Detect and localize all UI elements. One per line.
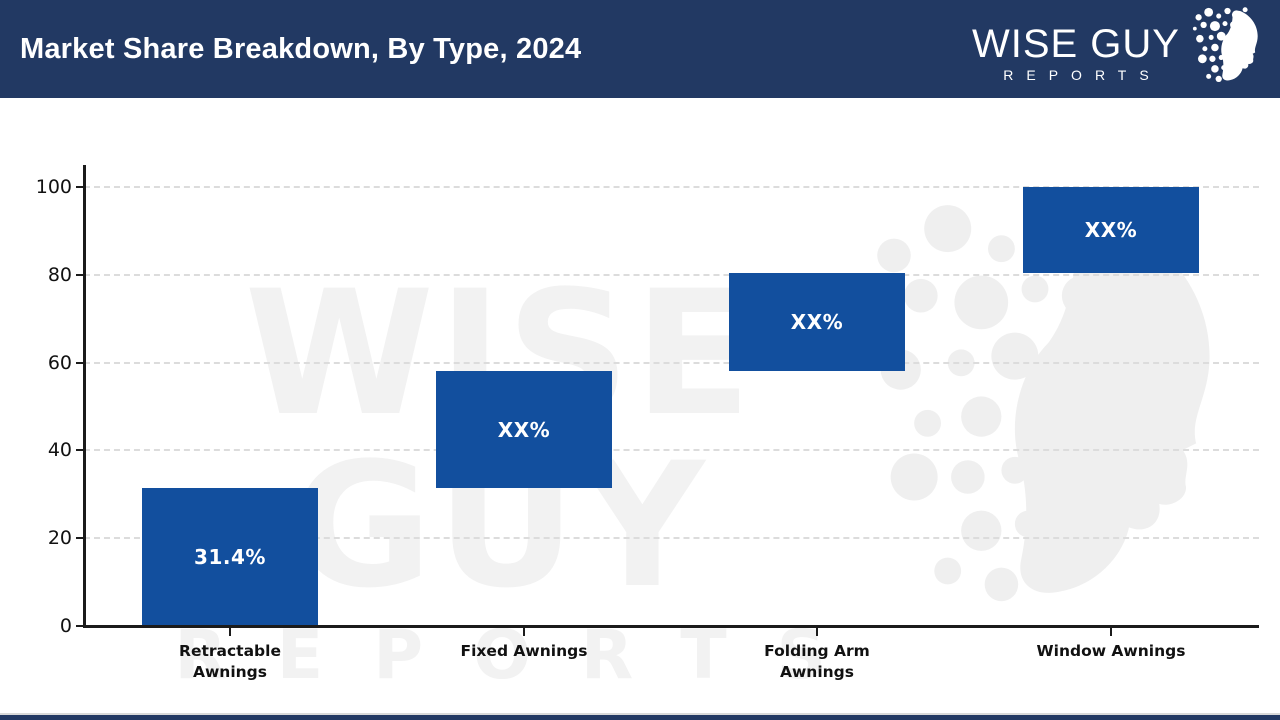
y-tick xyxy=(76,449,84,452)
x-category-label-line: Awnings xyxy=(192,663,268,681)
footer-hairline xyxy=(0,713,1280,715)
x-category-label-line: Folding Arm xyxy=(764,642,870,660)
x-category-label-line: Window Awnings xyxy=(1036,642,1186,660)
y-tick xyxy=(76,361,84,364)
logo-face-icon xyxy=(1192,7,1258,83)
bar-value-label: XX% xyxy=(1084,217,1138,242)
y-axis xyxy=(83,165,86,628)
footer-stripe xyxy=(0,715,1280,720)
x-tick xyxy=(816,627,818,636)
logo-text: WISE GUY REPORTS xyxy=(972,24,1180,83)
gridline xyxy=(84,186,1259,188)
waterfall-bar: XX% xyxy=(729,272,905,372)
x-category-label: Folding Arm Awnings xyxy=(702,641,932,683)
x-axis xyxy=(83,625,1259,628)
y-tick xyxy=(76,273,84,276)
gridline xyxy=(84,537,1259,540)
gridline xyxy=(84,273,1259,276)
logo-wiseguy-label: WISE GUY xyxy=(971,21,1180,66)
x-category-label-line: Awnings xyxy=(779,663,855,681)
x-tick xyxy=(1110,627,1112,636)
waterfall-bar: XX% xyxy=(1023,187,1199,273)
x-category-label-line: Fixed Awnings xyxy=(460,642,588,660)
y-tick-label: 0 xyxy=(59,615,72,637)
header-bar: Market Share Breakdown, By Type, 2024 WI… xyxy=(0,0,1280,98)
y-tick xyxy=(76,186,84,188)
waterfall-bar: XX% xyxy=(436,371,612,489)
y-tick-label: 100 xyxy=(35,176,72,198)
y-tick xyxy=(76,537,84,540)
waterfall-bar: 31.4% xyxy=(142,488,318,626)
bar-value-label: XX% xyxy=(790,309,844,334)
bar-value-label: XX% xyxy=(497,417,551,442)
chart-title: Market Share Breakdown, By Type, 2024 xyxy=(20,32,582,65)
gridline xyxy=(84,361,1259,364)
wiseguy-logo: WISE GUY REPORTS xyxy=(972,6,1266,94)
y-tick-label: 60 xyxy=(47,351,72,374)
x-category-label: Window Awnings xyxy=(996,641,1226,662)
y-tick xyxy=(76,625,84,627)
x-tick xyxy=(229,627,231,636)
x-category-label-line: Retractable xyxy=(179,642,281,660)
y-tick-label: 80 xyxy=(47,263,72,286)
logo-reports-label: REPORTS xyxy=(1003,66,1162,83)
gridline xyxy=(84,449,1259,452)
x-tick xyxy=(523,627,525,636)
x-category-label: Retractable Awnings xyxy=(115,641,345,683)
x-category-label: Fixed Awnings xyxy=(409,641,639,662)
bar-value-label: 31.4% xyxy=(194,545,266,570)
y-tick-label: 40 xyxy=(47,439,72,462)
y-tick-label: 20 xyxy=(47,527,72,550)
